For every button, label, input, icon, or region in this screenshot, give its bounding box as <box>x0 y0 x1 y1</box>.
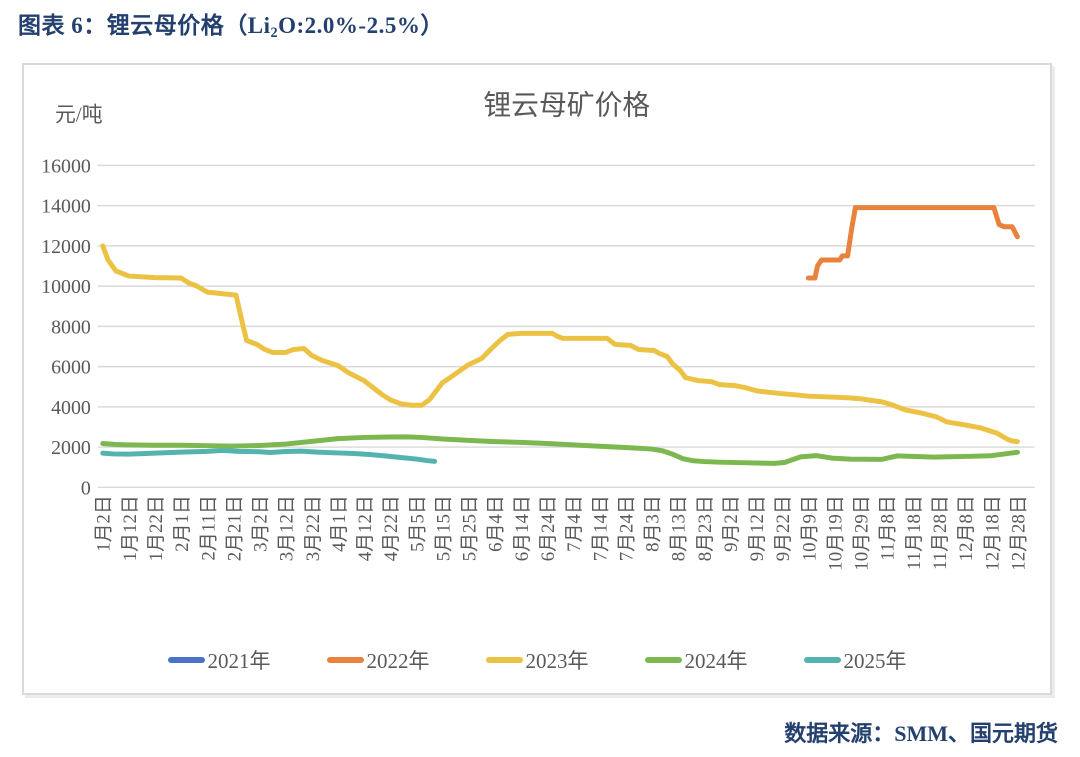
series-line-2023年 <box>100 243 1020 445</box>
x-tick-label: 6月24日 <box>538 495 559 561</box>
axis-layer: 0 2000 4000 6000 8000 10000 12000 14000 16000 1月2… <box>41 155 1029 570</box>
data-source-credit: 数据来源：SMM、国元期货 <box>784 721 1058 746</box>
legend-swatch-icon <box>803 657 841 663</box>
y-tick-label: 12000 <box>41 236 91 258</box>
x-tick-label: 5月25日 <box>460 495 481 561</box>
legend-item-2024年: 2024年 <box>644 645 748 675</box>
price-line-chart: 锂云母矿价格 元/吨 0 2000 4000 6000 8000 10000 12000 14… <box>41 91 1035 571</box>
y-tick-label: 16000 <box>41 155 91 177</box>
series-layer <box>100 205 1020 466</box>
chart-title: 锂云母矿价格 <box>483 91 650 122</box>
x-tick-label: 9月2日 <box>721 495 742 552</box>
x-tick-label: 3月2日 <box>251 495 272 552</box>
x-tick-label: 2月21日 <box>224 495 245 561</box>
x-tick-label: 7月14日 <box>590 495 611 561</box>
x-tick-label: 2月11日 <box>198 495 219 560</box>
figure-caption-subscript: 2 <box>270 24 279 41</box>
grid-layer <box>97 164 1035 489</box>
x-tick-label: 4月22日 <box>381 495 402 561</box>
y-tick-label: 2000 <box>51 437 91 459</box>
x-tick-label: 3月22日 <box>303 495 324 561</box>
x-tick-label: 6月4日 <box>486 495 507 552</box>
y-tick-label: 0 <box>81 477 91 499</box>
x-tick-label: 5月5日 <box>407 495 428 552</box>
figure-caption: 图表 6：锂云母价格（Li2O:2.0%-2.5%） <box>18 6 444 42</box>
legend-swatch-icon <box>485 657 523 663</box>
x-tick-label: 1月22日 <box>146 495 167 561</box>
legend-swatch-icon <box>326 657 364 663</box>
x-tick-label: 11月28日 <box>930 495 951 570</box>
x-tick-label: 12月8日 <box>956 495 977 561</box>
legend-label: 2023年 <box>525 649 589 673</box>
legend-swatch-icon <box>167 657 205 663</box>
x-tick-label: 2月1日 <box>172 495 193 552</box>
x-tick-label: 7月24日 <box>616 495 637 561</box>
legend-swatch-icon <box>644 657 682 663</box>
x-tick-label: 7月4日 <box>564 495 585 552</box>
legend-label: 2024年 <box>684 649 748 673</box>
y-tick-label: 4000 <box>51 397 91 419</box>
legend-item-2025年: 2025年 <box>803 645 907 675</box>
x-tick-label: 3月12日 <box>277 495 298 561</box>
y-tick-label: 14000 <box>41 196 91 218</box>
series-line-2024年 <box>100 434 1020 466</box>
x-tick-label: 1月2日 <box>94 495 115 552</box>
legend-item-2022年: 2022年 <box>326 645 430 675</box>
legend-item-2021年: 2021年 <box>167 645 271 675</box>
legend-label: 2025年 <box>843 649 907 673</box>
legend-label: 2022年 <box>366 649 430 673</box>
x-tick-label: 11月8日 <box>878 495 899 560</box>
x-tick-label: 8月23日 <box>695 495 716 561</box>
x-tick-label: 9月12日 <box>747 495 768 561</box>
series-line-2022年 <box>805 205 1020 281</box>
x-tick-label: 10月19日 <box>825 495 846 570</box>
y-tick-label: 10000 <box>41 276 91 298</box>
y-tick-label: 8000 <box>51 316 91 338</box>
figure-caption-prefix: 图表 6：锂云母价格（Li <box>18 13 271 38</box>
y-tick-label: 6000 <box>51 357 91 379</box>
legend-label: 2021年 <box>207 649 271 673</box>
figure-caption-suffix: O:2.0%-2.5%） <box>278 13 444 38</box>
x-tick-label: 12月18日 <box>982 495 1003 570</box>
chart-panel: 锂云母矿价格 元/吨 0 2000 4000 6000 8000 10000 12000 14… <box>22 63 1052 695</box>
x-tick-label: 4月1日 <box>329 495 350 552</box>
x-tick-label: 10月9日 <box>799 495 820 561</box>
x-tick-label: 8月13日 <box>669 495 690 561</box>
x-tick-label: 8月3日 <box>643 495 664 552</box>
x-tick-label: 4月12日 <box>355 495 376 561</box>
y-axis-unit-label: 元/吨 <box>55 103 103 127</box>
x-tick-label: 12月28日 <box>1008 495 1029 570</box>
legend: 2021年 2022年 2023年 2024年 2025年 <box>24 645 1050 675</box>
x-tick-label: 9月22日 <box>773 495 794 561</box>
x-tick-label: 1月12日 <box>120 495 141 561</box>
x-tick-label: 6月14日 <box>512 495 533 561</box>
x-tick-label: 5月15日 <box>433 495 454 561</box>
series-line-2025年 <box>100 447 438 464</box>
legend-item-2023年: 2023年 <box>485 645 589 675</box>
x-tick-label: 10月29日 <box>852 495 873 570</box>
x-tick-label: 11月18日 <box>904 495 925 570</box>
